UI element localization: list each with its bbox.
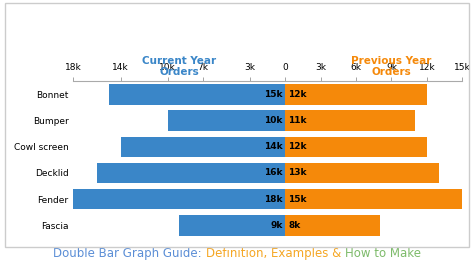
- Bar: [285, 189, 462, 209]
- Text: Double Bar Graph Guide:: Double Bar Graph Guide:: [53, 247, 206, 260]
- Bar: [168, 110, 285, 131]
- Text: 16k: 16k: [264, 169, 283, 178]
- Bar: [285, 163, 438, 183]
- Text: 13k: 13k: [288, 169, 307, 178]
- Bar: [285, 137, 427, 157]
- Text: 8k: 8k: [288, 221, 301, 230]
- Bar: [97, 163, 285, 183]
- Bar: [285, 84, 427, 105]
- Text: 11k: 11k: [288, 116, 307, 125]
- Bar: [285, 110, 415, 131]
- Text: 9k: 9k: [270, 221, 283, 230]
- Text: 10k: 10k: [264, 116, 283, 125]
- Text: 18k: 18k: [264, 195, 283, 204]
- Text: 15k: 15k: [288, 195, 307, 204]
- Text: Definition, Examples &: Definition, Examples &: [206, 247, 345, 260]
- Bar: [120, 137, 285, 157]
- Text: Previous Year
Orders: Previous Year Orders: [351, 56, 432, 78]
- Text: How to Make: How to Make: [345, 247, 421, 260]
- Bar: [180, 215, 285, 235]
- Bar: [73, 189, 285, 209]
- Text: 15k: 15k: [264, 90, 283, 99]
- Text: 14k: 14k: [264, 142, 283, 151]
- Text: 12k: 12k: [288, 142, 307, 151]
- Bar: [109, 84, 285, 105]
- Text: Current Year
Orders: Current Year Orders: [142, 56, 217, 78]
- Bar: [285, 215, 380, 235]
- Text: 12k: 12k: [288, 90, 307, 99]
